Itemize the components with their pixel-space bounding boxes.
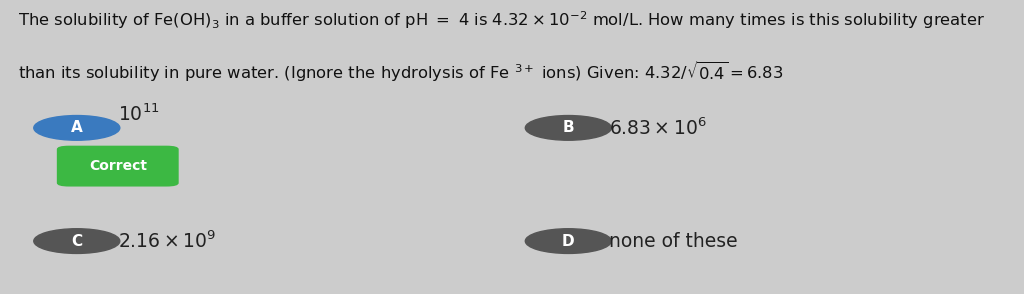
Text: A: A xyxy=(71,120,83,136)
Text: The solubility of Fe(OH)$_3$ in a buffer solution of pH $=$ 4 is $4.32 \times 10: The solubility of Fe(OH)$_3$ in a buffer… xyxy=(18,9,986,31)
Text: $6.83 \times 10^{6}$: $6.83 \times 10^{6}$ xyxy=(609,117,708,139)
Text: none of these: none of these xyxy=(609,232,738,250)
Circle shape xyxy=(34,116,120,140)
Text: Correct: Correct xyxy=(89,159,146,173)
Text: B: B xyxy=(562,120,574,136)
Text: D: D xyxy=(562,233,574,249)
Circle shape xyxy=(34,229,120,253)
Circle shape xyxy=(525,229,611,253)
Circle shape xyxy=(525,116,611,140)
Text: $2.16 \times 10^{9}$: $2.16 \times 10^{9}$ xyxy=(118,230,216,252)
FancyBboxPatch shape xyxy=(57,146,178,187)
Text: $10^{11}$: $10^{11}$ xyxy=(118,104,160,126)
Text: C: C xyxy=(72,233,82,249)
Text: than its solubility in pure water. (Ignore the hydrolysis of Fe $^{3+}$ ions) Gi: than its solubility in pure water. (Igno… xyxy=(18,59,783,84)
